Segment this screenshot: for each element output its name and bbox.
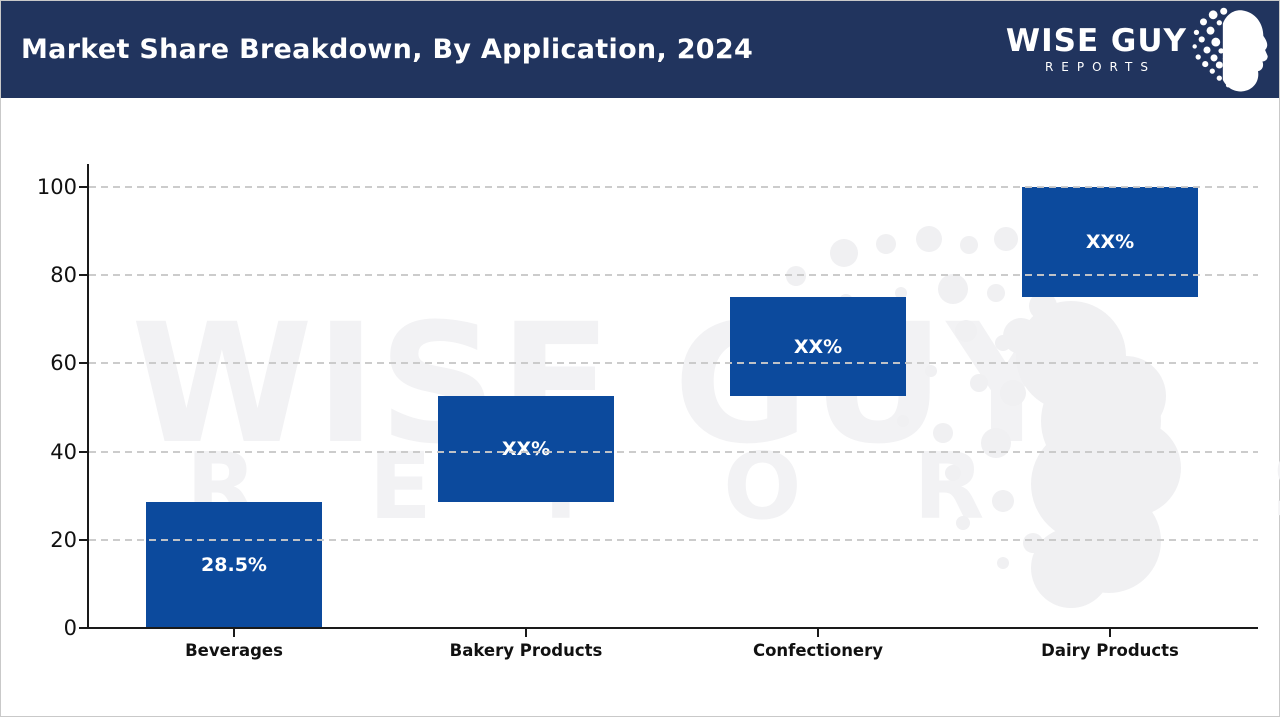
logo-face-icon: [1192, 7, 1268, 91]
bar-value-label: XX%: [793, 335, 843, 358]
logo-wordmark: WISE GUY: [1005, 23, 1187, 59]
brand-logo: WISE GUY REPORTS: [1006, 6, 1269, 94]
gridline-20: [89, 538, 1258, 541]
y-tick-label: 20: [50, 527, 77, 552]
y-tick-mark: [79, 274, 87, 277]
page-title: Market Share Breakdown, By Application, …: [21, 34, 754, 65]
y-axis-line: [87, 164, 89, 628]
gridline-60: [89, 362, 1258, 365]
y-tick-label: 40: [50, 439, 77, 464]
header: Market Share Breakdown, By Application, …: [1, 1, 1279, 98]
y-tick-mark: [79, 186, 87, 188]
logo-subtext: REPORTS: [1044, 60, 1156, 74]
gridline-100: [89, 186, 1258, 188]
bar-value-label: XX%: [1085, 231, 1135, 254]
x-axis-line: [87, 627, 1258, 629]
bar-bakery-products: XX%: [438, 396, 614, 503]
x-tick-mark: [525, 629, 527, 637]
x-tick-mark: [1109, 629, 1111, 637]
y-tick-label: 0: [63, 616, 77, 640]
y-tick-mark: [79, 538, 87, 541]
bar-confectionery: XX%: [730, 297, 906, 397]
y-tick-mark: [79, 627, 87, 629]
x-category-label: Bakery Products: [449, 641, 603, 660]
y-tick-label: 80: [50, 263, 77, 288]
bar-beverages: 28.5%: [146, 502, 322, 628]
brand-logo-text: WISE GUY REPORTS: [1005, 23, 1187, 74]
x-tick-mark: [817, 629, 819, 637]
gridline-80: [89, 274, 1258, 277]
y-tick-label: 100: [36, 175, 77, 199]
bar-dairy-products: XX%: [1022, 187, 1198, 298]
y-tick-mark: [79, 450, 87, 453]
bar-value-label: XX%: [501, 438, 551, 461]
x-category-label: Beverages: [185, 641, 283, 660]
gridline-40: [89, 450, 1258, 453]
x-tick-mark: [233, 629, 235, 637]
bar-value-label: 28.5%: [201, 554, 267, 577]
x-category-label: Dairy Products: [1041, 641, 1179, 660]
y-tick-label: 60: [50, 351, 77, 376]
chart-area: WISE GUY R E P O R T S 0 20 40 60 80 100 28.5%…: [1, 98, 1280, 716]
x-category-label: Confectionery: [752, 641, 884, 660]
y-tick-mark: [79, 362, 87, 365]
